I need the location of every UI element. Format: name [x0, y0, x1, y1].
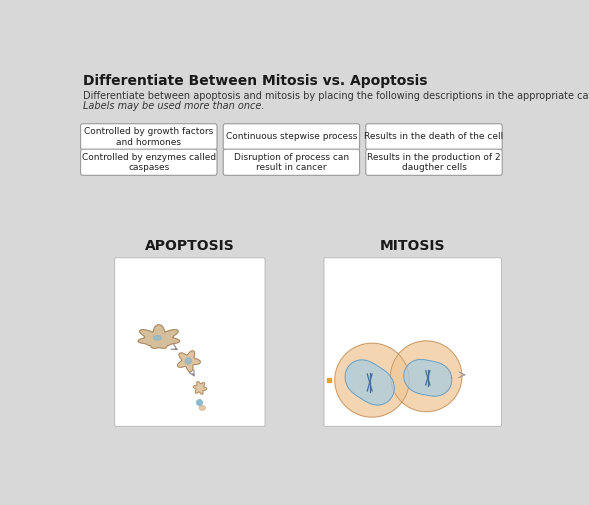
Polygon shape [199, 406, 206, 410]
Text: Disruption of process can
result in cancer: Disruption of process can result in canc… [234, 153, 349, 172]
Polygon shape [193, 381, 207, 394]
FancyBboxPatch shape [115, 258, 265, 426]
Polygon shape [335, 343, 409, 417]
Polygon shape [154, 335, 161, 340]
FancyBboxPatch shape [366, 124, 502, 150]
Polygon shape [404, 360, 452, 396]
Text: MITOSIS: MITOSIS [380, 239, 445, 253]
Text: Labels may be used more than once.: Labels may be used more than once. [83, 100, 264, 111]
Text: Continuous stepwise process: Continuous stepwise process [226, 132, 357, 141]
FancyBboxPatch shape [223, 149, 360, 175]
FancyBboxPatch shape [223, 124, 360, 150]
Text: Controlled by growth factors
and hormones: Controlled by growth factors and hormone… [84, 127, 213, 146]
Polygon shape [391, 341, 462, 412]
Text: Differentiate Between Mitosis vs. Apoptosis: Differentiate Between Mitosis vs. Apopto… [83, 74, 428, 88]
FancyBboxPatch shape [81, 124, 217, 150]
Text: Results in the production of 2
daugther cells: Results in the production of 2 daugther … [367, 153, 501, 172]
FancyBboxPatch shape [366, 149, 502, 175]
Text: Controlled by enzymes called
caspases: Controlled by enzymes called caspases [82, 153, 216, 172]
FancyBboxPatch shape [324, 258, 501, 426]
Text: Differentiate between apoptosis and mitosis by placing the following description: Differentiate between apoptosis and mito… [83, 91, 589, 102]
Text: APOPTOSIS: APOPTOSIS [145, 239, 235, 253]
Polygon shape [177, 351, 200, 372]
Text: Results in the death of the cell: Results in the death of the cell [365, 132, 504, 141]
Polygon shape [345, 360, 394, 405]
Polygon shape [138, 325, 180, 348]
Polygon shape [185, 358, 191, 364]
FancyBboxPatch shape [81, 149, 217, 175]
